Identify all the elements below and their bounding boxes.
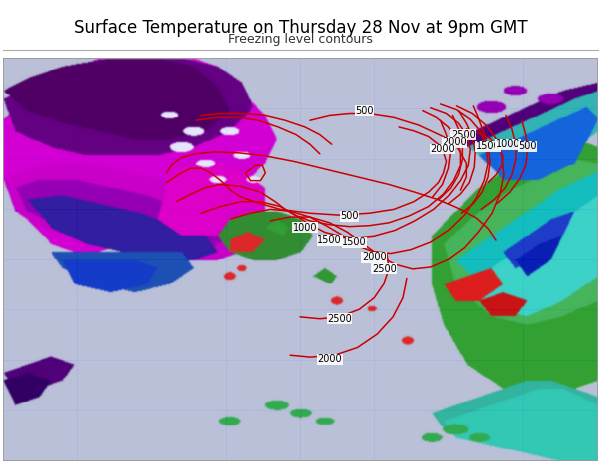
Text: 1000: 1000 <box>496 139 520 149</box>
Text: Freezing level contours: Freezing level contours <box>228 33 373 46</box>
Text: 1500: 1500 <box>342 237 367 247</box>
Text: 2500: 2500 <box>372 264 397 274</box>
Text: 2000: 2000 <box>442 137 467 147</box>
Text: 500: 500 <box>340 211 359 221</box>
Text: 1500: 1500 <box>317 235 342 245</box>
Text: 2500: 2500 <box>327 314 352 324</box>
Text: Surface Temperature on Thursday 28 Nov at 9pm GMT: Surface Temperature on Thursday 28 Nov a… <box>74 19 527 37</box>
Text: 2000: 2000 <box>317 354 342 364</box>
Text: 1500: 1500 <box>476 141 501 151</box>
Text: 500: 500 <box>355 106 374 116</box>
Text: 1000: 1000 <box>293 223 317 232</box>
Text: 500: 500 <box>519 141 537 151</box>
Text: 2500: 2500 <box>451 130 476 140</box>
Text: 2000: 2000 <box>430 144 455 154</box>
Text: 2000: 2000 <box>362 252 386 263</box>
